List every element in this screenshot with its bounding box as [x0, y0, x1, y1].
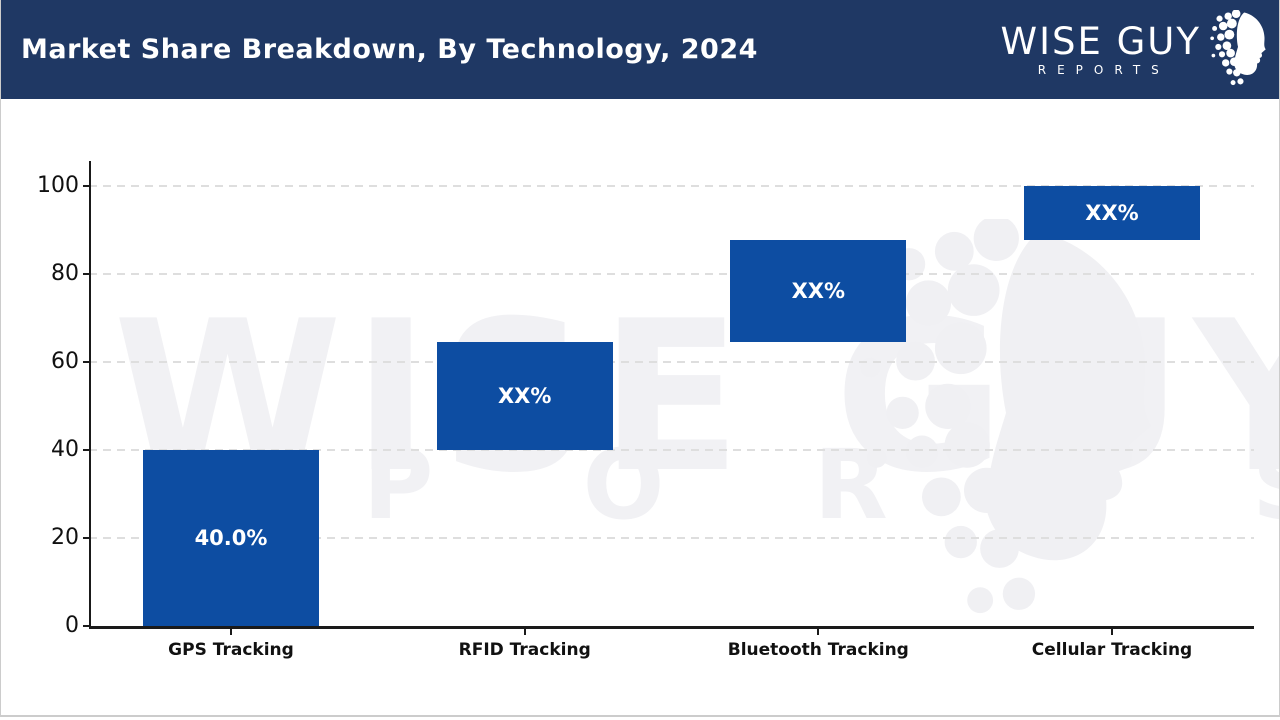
- brand-subname: REPORTS: [1037, 62, 1170, 77]
- x-tick: [523, 629, 526, 635]
- category-label: Cellular Tracking: [1031, 640, 1193, 660]
- x-tick: [230, 629, 232, 635]
- category-label: GPS Tracking: [168, 640, 294, 660]
- gridline: [89, 449, 1254, 451]
- bar: 40.0%: [143, 450, 319, 626]
- gridline: [89, 537, 1254, 539]
- y-tick-label: 80: [51, 261, 79, 286]
- y-tick-label: 40: [51, 437, 79, 462]
- y-tick: [83, 273, 90, 275]
- brand-name: WISE GUY: [1000, 19, 1201, 63]
- y-axis: [89, 161, 91, 628]
- bar-value-label: XX%: [497, 384, 552, 409]
- y-tick-label: 60: [51, 349, 79, 374]
- y-tick: [83, 361, 90, 363]
- y-tick: [83, 537, 90, 539]
- dotted-face-icon: [1210, 9, 1266, 85]
- x-axis: [89, 626, 1254, 629]
- category-label: Bluetooth Tracking: [727, 640, 909, 660]
- bar-value-label: 40.0%: [194, 526, 268, 550]
- y-tick: [83, 625, 90, 627]
- bar-value-label: XX%: [1085, 201, 1139, 226]
- gridline: [89, 361, 1254, 363]
- gridline: [89, 185, 1254, 187]
- bar: XX%: [436, 342, 613, 450]
- bar-value-label: XX%: [791, 279, 846, 304]
- bar: XX%: [1024, 186, 1200, 241]
- y-tick-label: 0: [65, 613, 79, 638]
- brand-logo-text: WISE GUY REPORTS: [1001, 23, 1201, 77]
- y-tick-label: 100: [37, 173, 79, 198]
- y-tick: [83, 449, 90, 451]
- category-label: RFID Tracking: [458, 640, 591, 660]
- header-banner: Market Share Breakdown, By Technology, 2…: [1, 0, 1279, 99]
- chart-area: WISE GUY P O R T S 0 20 40 60 80 100 40.0% XX% X…: [1, 99, 1279, 715]
- x-tick: [1111, 629, 1113, 635]
- bar: XX%: [730, 240, 907, 343]
- page-title: Market Share Breakdown, By Technology, 2…: [21, 34, 758, 65]
- y-tick-label: 20: [51, 525, 79, 550]
- y-tick: [83, 185, 90, 187]
- gridline: [89, 273, 1254, 275]
- x-tick: [817, 629, 820, 635]
- brand-logo: WISE GUY REPORTS: [1001, 9, 1269, 90]
